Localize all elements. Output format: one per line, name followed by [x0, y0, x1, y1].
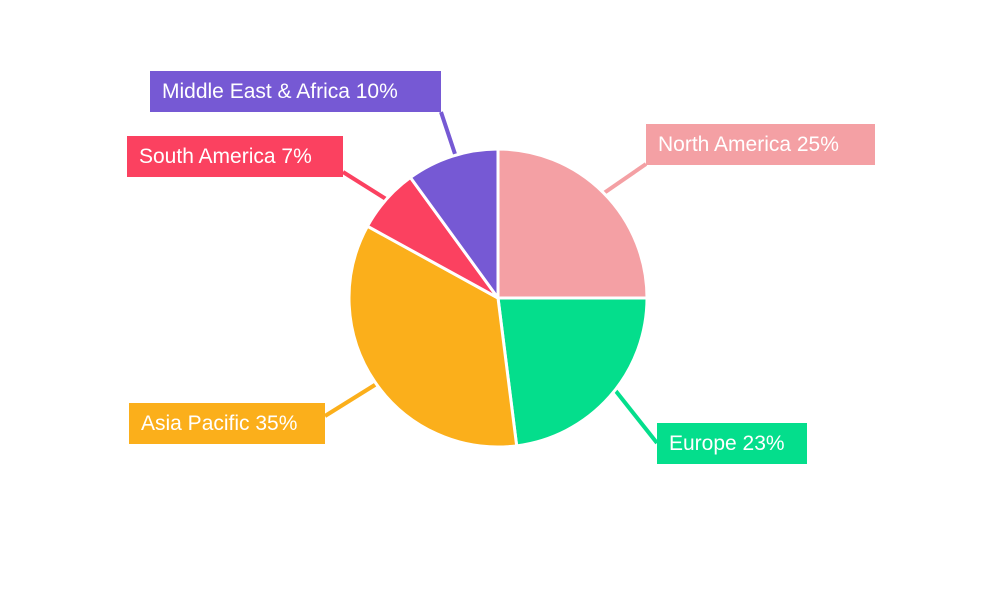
slice-label-south-america[interactable]: South America 7%: [127, 136, 343, 177]
pie-slices-group: [347, 147, 649, 449]
leader-line-asia-pacific: [323, 381, 380, 418]
leader-line-middle-east-africa: [439, 111, 458, 158]
pie-slice-middle-east-africa[interactable]: [408, 147, 500, 300]
slice-label-north-america[interactable]: North America 25%: [646, 124, 875, 165]
slice-label-asia-pacific[interactable]: Asia Pacific 35%: [129, 403, 325, 444]
pie-slice-asia-pacific[interactable]: [347, 224, 519, 449]
pie-slice-north-america[interactable]: [496, 147, 649, 300]
leader-line-north-america: [602, 162, 648, 195]
pie-slice-europe[interactable]: [496, 296, 649, 448]
slice-label-middle-east-africa[interactable]: Middle East & Africa 10%: [150, 71, 441, 112]
slice-label-europe[interactable]: Europe 23%: [657, 423, 807, 464]
leader-line-europe: [613, 388, 659, 445]
